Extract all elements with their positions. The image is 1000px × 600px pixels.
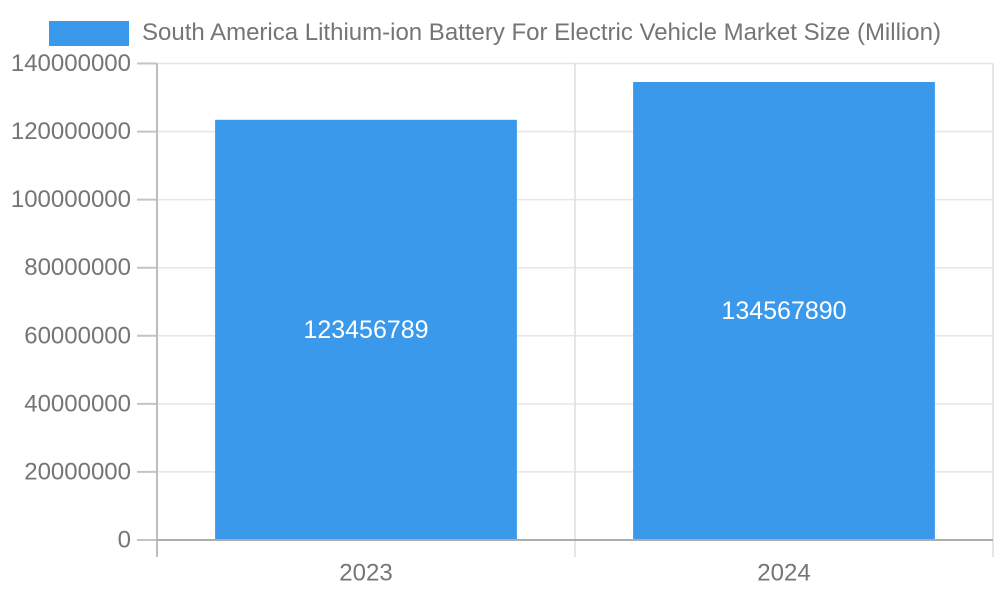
y-axis-label: 100000000	[11, 186, 131, 213]
legend-swatch	[49, 20, 129, 46]
y-axis-label: 40000000	[24, 390, 131, 417]
y-axis-label: 60000000	[24, 322, 131, 349]
x-axis-label: 2023	[339, 560, 392, 587]
bar-value-label: 123456789	[303, 316, 428, 344]
x-axis-label: 2024	[757, 560, 810, 587]
y-axis-label: 80000000	[24, 254, 131, 281]
bar-value-label: 134567890	[721, 297, 846, 325]
y-axis-label: 120000000	[11, 118, 131, 145]
y-axis-label: 20000000	[24, 458, 131, 485]
y-axis-label: 0	[118, 527, 131, 554]
y-axis-label: 140000000	[11, 50, 131, 77]
chart-legend: South America Lithium-ion Battery For El…	[49, 20, 941, 46]
bar-2024	[633, 81, 935, 540]
bar-2023	[215, 119, 517, 540]
chart-title: South America Lithium-ion Battery For El…	[142, 19, 941, 46]
